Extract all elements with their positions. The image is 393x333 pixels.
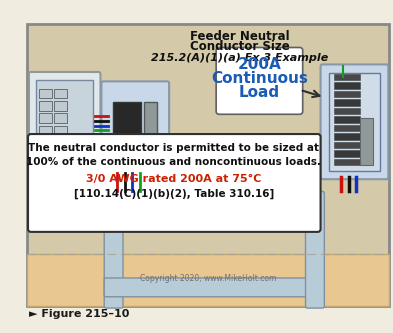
Text: Conductor Size: Conductor Size [190, 40, 290, 53]
Text: The neutral conductor is permitted to be sized at: The neutral conductor is permitted to be… [28, 143, 320, 153]
Bar [334, 116, 360, 123]
Text: Copyright 2020, www.MikeHolt.com: Copyright 2020, www.MikeHolt.com [140, 274, 277, 283]
Bar [27, 254, 389, 306]
Bar [54, 89, 66, 98]
Bar [37, 81, 93, 171]
FancyBboxPatch shape [28, 134, 321, 232]
FancyBboxPatch shape [27, 24, 389, 306]
Bar [54, 126, 66, 135]
Bar [360, 118, 373, 165]
FancyBboxPatch shape [29, 72, 101, 179]
Bar [334, 82, 360, 89]
Text: 215.2(A)(1)(a) Ex 3 Example: 215.2(A)(1)(a) Ex 3 Example [151, 53, 328, 63]
Bar [144, 102, 157, 149]
FancyBboxPatch shape [305, 191, 324, 308]
Text: Continuous: Continuous [211, 71, 308, 86]
Bar [334, 125, 360, 131]
Bar [39, 126, 51, 135]
Text: ► Figure 215–10: ► Figure 215–10 [29, 309, 129, 319]
FancyBboxPatch shape [216, 48, 303, 114]
Bar [334, 142, 360, 148]
Bar [334, 108, 360, 114]
Bar [54, 101, 66, 111]
FancyBboxPatch shape [104, 191, 123, 308]
Text: 100% of the continuous and noncontinuous loads.: 100% of the continuous and noncontinuous… [26, 157, 321, 167]
FancyBboxPatch shape [321, 65, 388, 179]
Text: Feeder Neutral: Feeder Neutral [190, 30, 290, 43]
Bar [334, 99, 360, 106]
Bar [39, 101, 51, 111]
Text: 3/0 AWG rated 200A at 75°C: 3/0 AWG rated 200A at 75°C [86, 174, 261, 184]
Bar [334, 74, 360, 81]
Text: Load: Load [239, 85, 280, 100]
Bar [113, 102, 141, 149]
Bar [334, 133, 360, 140]
Bar [334, 150, 360, 157]
Text: 200A: 200A [237, 57, 281, 72]
Bar [39, 89, 51, 98]
FancyBboxPatch shape [104, 278, 324, 297]
Bar [334, 159, 360, 165]
Text: [110.14(C)(1)(b)(2), Table 310.16]: [110.14(C)(1)(b)(2), Table 310.16] [74, 189, 274, 199]
FancyBboxPatch shape [101, 81, 169, 174]
Bar [54, 113, 66, 123]
Bar [39, 113, 51, 123]
Bar [329, 73, 380, 171]
Bar [334, 91, 360, 97]
